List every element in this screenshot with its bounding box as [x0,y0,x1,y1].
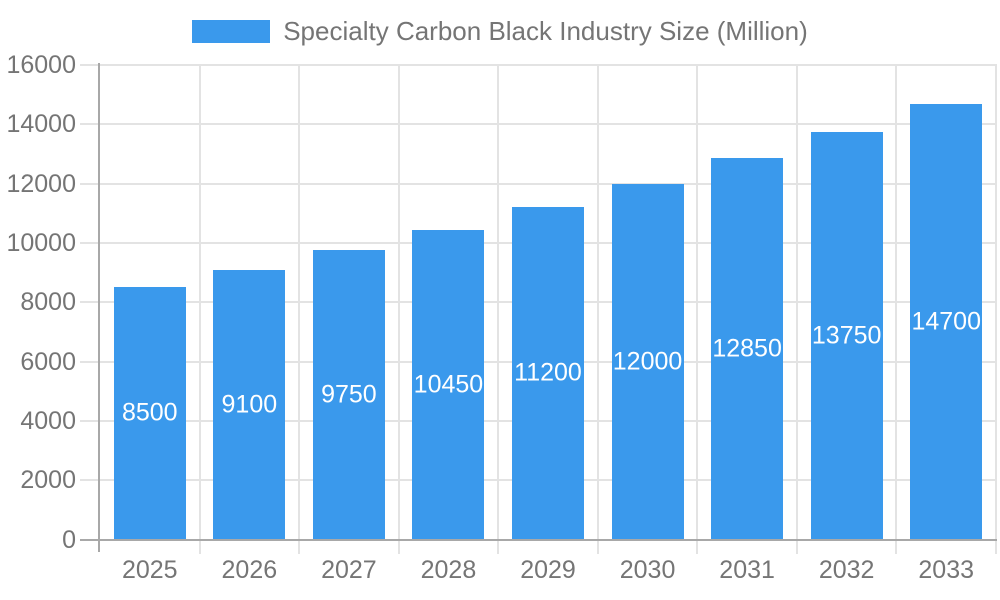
gridline-vertical [198,64,201,554]
bar-value-label: 10450 [413,370,484,399]
y-tick-label: 8000 [20,288,76,317]
bar-value-label: 12850 [712,334,782,363]
y-axis-line [98,63,100,552]
bar-2027 [312,250,385,540]
y-tick-label: 12000 [6,169,76,198]
bar-2032 [810,131,883,540]
legend-label: Specialty Carbon Black Industry Size (Mi… [283,16,808,46]
y-tick-label: 2000 [20,466,76,495]
y-tick-label: 0 [62,525,76,554]
gridline-vertical [795,64,798,554]
bar-value-label: 9100 [221,390,278,419]
bar-2026 [213,269,286,540]
gridline-vertical [497,64,500,554]
bar-value-label: 13750 [811,321,882,350]
x-tick-label: 2032 [818,556,875,584]
bar-value-label: 8500 [121,398,178,427]
x-tick-label: 2028 [420,556,477,584]
y-tick-label: 10000 [6,228,76,257]
y-tick-label: 6000 [20,347,76,376]
chart-legend[interactable]: Specialty Carbon Black Industry Size (Mi… [0,16,1000,46]
x-tick-label: 2027 [321,556,377,584]
gridline-horizontal [80,64,996,66]
legend-swatch [192,19,271,43]
gridline-vertical [298,64,301,554]
gridline-vertical [596,64,599,554]
bar-2025 [113,287,186,540]
bar-2030 [611,183,684,540]
bar-value-label: 12000 [612,347,683,376]
x-tick-label: 2025 [121,556,178,584]
x-tick-label: 2033 [918,556,975,584]
y-tick-label: 16000 [6,51,76,79]
gridline-horizontal [80,123,996,126]
bar-2029 [512,207,584,540]
bar-2028 [412,229,485,540]
x-tick-label: 2026 [221,556,278,584]
x-tick-label: 2029 [520,556,576,584]
bar-value-label: 9750 [321,380,377,409]
bar-2031 [711,158,784,540]
bar-value-label: 14700 [911,307,981,336]
gridline-vertical [397,64,400,554]
gridline-vertical [895,64,898,554]
x-tick-label: 2030 [619,556,676,584]
bar-value-label: 11200 [514,358,582,387]
gridline-vertical [696,64,699,554]
x-axis-line [80,538,997,541]
y-tick-label: 4000 [20,406,76,435]
y-tick-label: 14000 [6,110,76,139]
gridline-vertical [995,64,997,554]
x-tick-label: 2031 [719,556,775,584]
bar-2033 [910,103,983,540]
gridline-horizontal [80,182,996,185]
